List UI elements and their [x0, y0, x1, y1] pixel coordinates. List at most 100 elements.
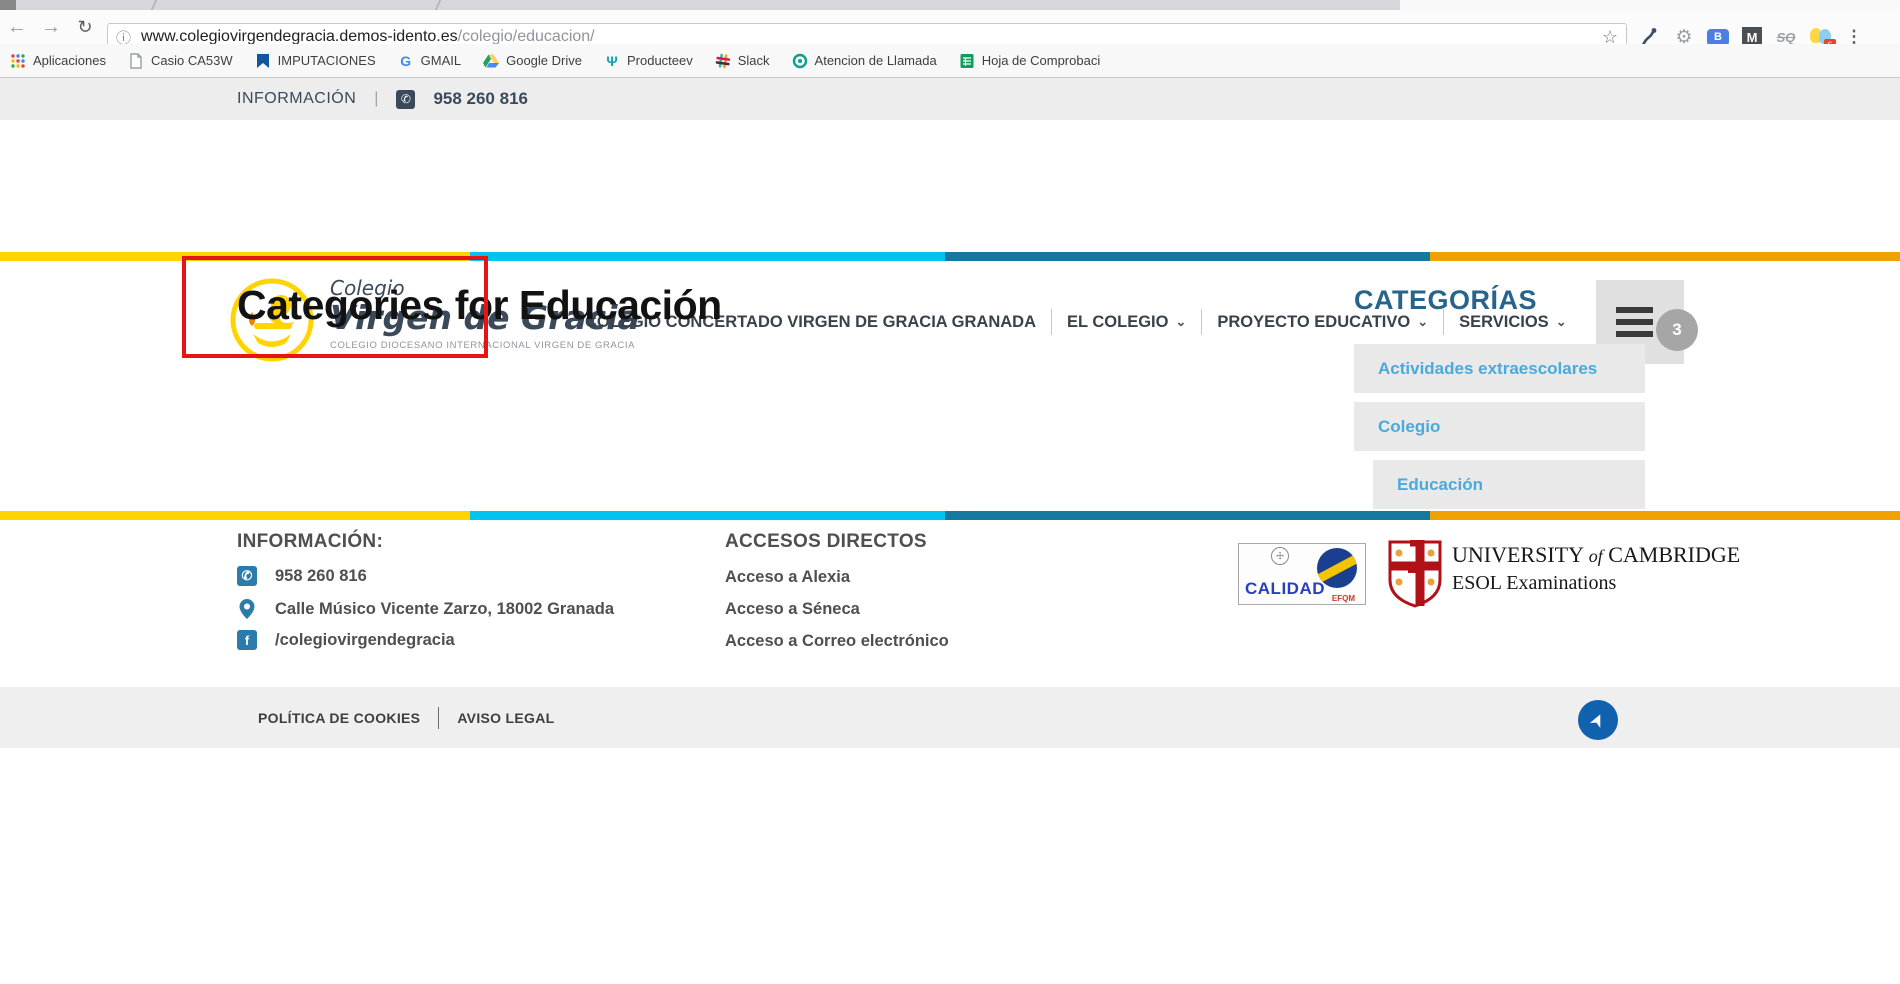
hamburger-bar — [1616, 319, 1653, 325]
cambridge-logo-text: UNIVERSITY of CAMBRIDGE ESOL Examination… — [1452, 542, 1740, 595]
scroll-top-button[interactable]: ➤ — [1578, 700, 1618, 740]
reload-icon[interactable]: ↻ — [77, 17, 93, 37]
stripe-orange — [1430, 252, 1900, 261]
forward-icon[interactable]: → — [41, 16, 61, 38]
footer-info-title: INFORMACIÓN: — [237, 531, 384, 552]
bookmark-drive[interactable]: Google Drive — [483, 53, 582, 69]
teal-ring-icon — [792, 53, 807, 68]
phone-number: 958 260 816 — [433, 89, 528, 108]
flag-blue-icon — [256, 53, 269, 68]
calidad-label: CALIDAD — [1245, 579, 1325, 598]
back-icon[interactable]: ← — [7, 16, 27, 38]
site-info-bar: INFORMACIÓN | ✆ 958 260 816 — [0, 78, 1900, 190]
cambridge-word-of: of — [1588, 546, 1603, 566]
bookmark-hoja[interactable]: Hoja de Comprobaci — [959, 53, 1100, 69]
link-alexia[interactable]: Acceso a Alexia — [725, 568, 851, 586]
decorative-stripe-bottom — [0, 511, 1900, 520]
bookmark-slack[interactable]: Slack — [715, 53, 770, 69]
window-edge — [0, 0, 16, 10]
separator — [438, 706, 440, 729]
site-header: Colegio Virgen de Gracia COLEGIO DIOCESA… — [0, 120, 1900, 364]
chevron-down-icon: ⌄ — [1555, 314, 1567, 329]
bookmark-label: Google Drive — [506, 53, 582, 68]
browser-menu-icon[interactable]: ⋮ — [1845, 27, 1863, 46]
annotation-red-box — [182, 256, 488, 358]
browser-toolbar: ← → ↻ ⓘ www.colegiovirgendegracia.demos-… — [0, 10, 1900, 51]
bookmark-label: GMAIL — [420, 53, 462, 68]
categories-sidebar: Actividades extraescolares Colegio Educa… — [1354, 344, 1645, 518]
stripe-cyan — [470, 252, 945, 261]
link-seneca[interactable]: Acceso a Séneca — [725, 600, 860, 618]
sidebar-item-educacion[interactable]: Educación — [1373, 460, 1645, 509]
page-icon — [130, 52, 142, 69]
bookmark-imputaciones[interactable]: IMPUTACIONES — [255, 53, 376, 69]
sq-extension-icon[interactable]: SQ — [1776, 29, 1796, 45]
bookmark-producteev[interactable]: Ψ Producteev — [604, 53, 693, 69]
bookmark-atencion[interactable]: Atencion de Llamada — [792, 53, 937, 69]
bookmark-label: Slack — [737, 53, 770, 68]
nav-item-home[interactable]: COLEGIO CONCERTADO VIRGEN DE GRACIA GRAN… — [585, 313, 1036, 332]
footer-facebook-row[interactable]: f /colegiovirgendegracia — [237, 630, 455, 650]
bookmark-label: IMPUTACIONES — [277, 53, 376, 68]
nav-separator — [1201, 309, 1203, 335]
slack-hash-icon — [715, 53, 731, 68]
stripe-blue — [945, 252, 1430, 261]
nav-label: EL COLEGIO — [1067, 312, 1169, 331]
footer-facebook-handle: /colegiovirgendegracia — [275, 630, 455, 649]
spreadsheet-icon — [960, 53, 974, 68]
cambridge-line2: ESOL Examinations — [1452, 572, 1617, 594]
sidebar-title: CATEGORÍAS — [1354, 285, 1538, 315]
sidebar-item-actividades[interactable]: Actividades extraescolares — [1354, 344, 1645, 393]
bookmark-gmail[interactable]: G GMAIL — [398, 53, 461, 69]
footer-address-row: Calle Músico Vicente Zarzo, 18002 Granad… — [237, 598, 614, 620]
info-label: INFORMACIÓN — [237, 90, 357, 107]
swan-emblem-icon — [230, 278, 314, 362]
nav-label: SERVICIOS — [1459, 312, 1549, 331]
signature-extension-icon[interactable] — [1638, 25, 1662, 49]
url-path: /colegio/educacion/ — [457, 28, 595, 45]
legal-notice-link[interactable]: AVISO LEGAL — [457, 709, 555, 726]
chevron-down-icon: ⌄ — [1417, 314, 1429, 329]
stripe-orange — [1430, 511, 1900, 520]
separator: | — [374, 90, 379, 107]
bookmark-label: Aplicaciones — [33, 53, 106, 68]
url-host: www.colegiovirgendegracia.demos-idento.e… — [141, 28, 458, 45]
logo-line1: Colegio — [330, 276, 405, 300]
bookmark-casio[interactable]: Casio CA53W — [128, 52, 233, 69]
google-drive-icon — [483, 54, 500, 67]
tag-extension-icon[interactable]: B — [1706, 25, 1730, 49]
footer-address: Calle Músico Vicente Zarzo, 18002 Granad… — [275, 599, 615, 618]
cookies-policy-link[interactable]: POLÍTICA DE COOKIES — [258, 709, 421, 726]
chevron-down-icon: ⌄ — [1175, 314, 1187, 329]
efqm-circle-icon — [1317, 548, 1357, 588]
bookmark-label: Casio CA53W — [151, 53, 233, 68]
footer-links-title: ACCESOS DIRECTOS — [725, 531, 927, 552]
facebook-icon: f — [237, 630, 257, 650]
bookmarks-bar: Aplicaciones Casio CA53W IMPUTACIONES G … — [0, 44, 1900, 78]
sidebar-item-colegio[interactable]: Colegio — [1354, 402, 1645, 451]
page-title: Categories for Educación — [237, 282, 722, 328]
arrow-icon: ➤ — [1585, 708, 1610, 731]
link-correo[interactable]: Acceso a Correo electrónico — [725, 632, 949, 650]
phone-icon: ✆ — [237, 566, 257, 586]
phone-icon: ✆ — [396, 89, 416, 109]
gear-extension-icon[interactable]: ⚙ — [1675, 26, 1693, 48]
bookmark-star-icon[interactable]: ☆ — [1601, 26, 1618, 47]
footer-phone: 958 260 816 — [275, 566, 367, 585]
bookmark-label: Producteev — [626, 53, 693, 68]
active-tab[interactable] — [1400, 0, 1900, 10]
apps-grid-icon — [11, 53, 25, 68]
hamburger-bar — [1616, 331, 1653, 337]
tab-separator — [150, 0, 158, 10]
stripe-yellow — [0, 511, 470, 520]
nav-item-el-colegio[interactable]: EL COLEGIO ⌄ — [1067, 313, 1186, 332]
menu-count-badge: 3 — [1656, 309, 1698, 351]
nav-item-proyecto-educativo[interactable]: PROYECTO EDUCATIVO ⌄ — [1217, 313, 1428, 332]
bookmark-apps[interactable]: Aplicaciones — [10, 53, 106, 69]
m-extension-icon[interactable]: M — [1740, 25, 1764, 49]
nav-item-servicios[interactable]: SERVICIOS ⌄ — [1459, 313, 1566, 332]
tag-letter: B — [1707, 28, 1729, 46]
hamburger-bar — [1616, 307, 1653, 313]
nav-separator — [1051, 309, 1053, 335]
page-info-icon[interactable]: ⓘ — [116, 29, 132, 47]
